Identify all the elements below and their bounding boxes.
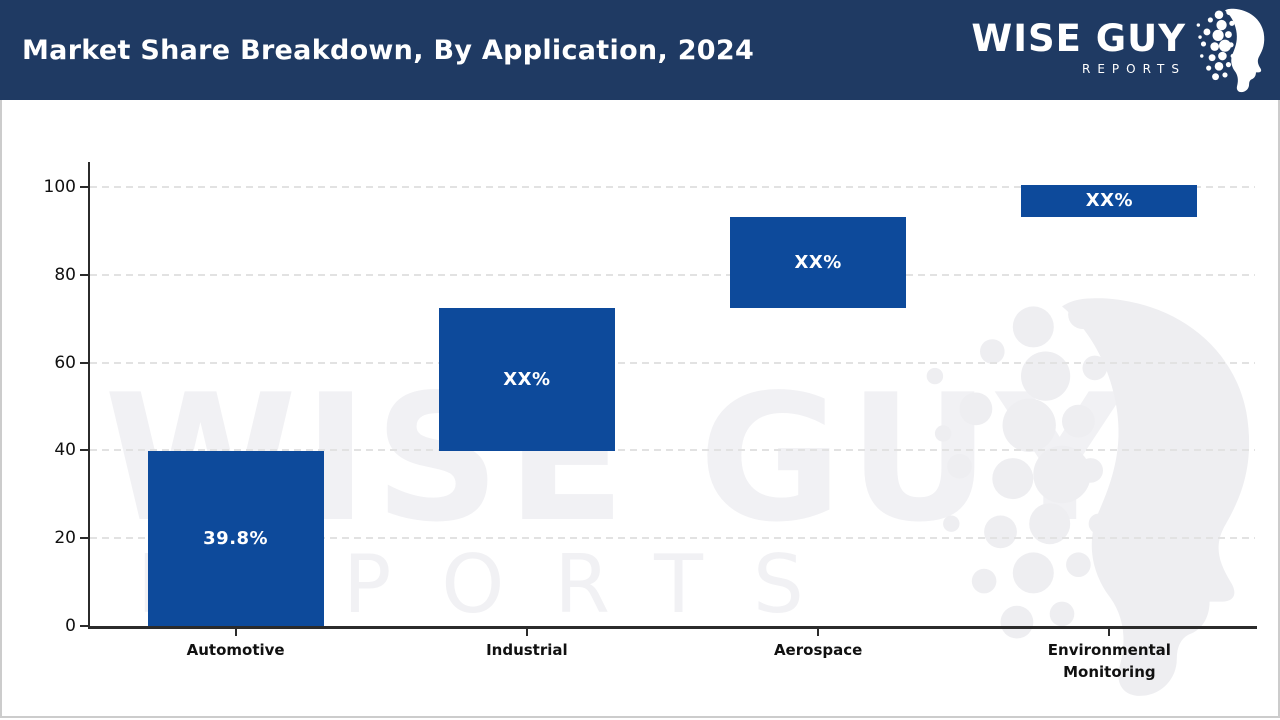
category-label-aerospace: Aerospace [773, 641, 863, 659]
category-label-industrial: Industrial [486, 641, 568, 659]
y-tick-label: 60 [54, 352, 76, 373]
y-tick-label: 80 [54, 264, 76, 285]
page-header: Market Share Breakdown, By Application, … [0, 0, 1280, 100]
y-tick-mark [80, 185, 89, 188]
y-tick-mark [80, 625, 89, 627]
watermark-face-icon [926, 298, 1250, 696]
y-tick-label: 0 [65, 616, 76, 636]
bar-value-label: XX% [794, 252, 842, 274]
y-tick-label: 100 [43, 176, 76, 197]
gridline-80 [90, 273, 1255, 276]
brand-subname: REPORTS [1081, 62, 1186, 76]
x-tick-mark [1108, 629, 1111, 636]
bar-value-label: 39.8% [203, 528, 269, 550]
y-tick-mark [80, 449, 89, 452]
category-label-automotive: Automotive [186, 641, 285, 659]
bar-value-label: XX% [1085, 190, 1134, 212]
bar-environmental-monitoring: XX% [1021, 184, 1198, 218]
brand-wordmark: WISE GUY REPORTS [971, 17, 1186, 77]
brand-logo: WISE GUY REPORTS [971, 6, 1268, 94]
y-tick-mark [80, 361, 89, 364]
bar-value-label: XX% [503, 369, 551, 391]
gridline-60 [90, 361, 1255, 364]
gridline-100 [90, 185, 1255, 188]
chart-card: WISE GUY REPORTS 39.8% XX% XX% XX% 0 20 40 60 8… [0, 100, 1280, 718]
gridline-20 [90, 537, 1255, 540]
bar-industrial: XX% [438, 308, 615, 452]
x-tick-mark [525, 629, 528, 636]
bar-aerospace: XX% [730, 217, 907, 309]
chart-title: Market Share Breakdown, By Application, … [22, 34, 755, 66]
y-tick-label: 20 [54, 528, 76, 549]
bar-automotive: 39.8% [147, 451, 324, 626]
brand-name: WISE GUY [971, 17, 1186, 60]
y-tick-mark [80, 273, 89, 276]
brand-face-icon [1196, 8, 1265, 93]
y-tick-label: 40 [54, 440, 76, 461]
x-axis-line [88, 626, 1257, 629]
x-tick-mark [234, 629, 237, 636]
plot-area: 39.8% XX% XX% XX% [90, 164, 1255, 626]
y-tick-mark [80, 537, 89, 540]
gridline-40 [90, 449, 1255, 452]
x-tick-mark [817, 629, 820, 636]
y-axis-line [88, 162, 90, 628]
category-label-environmental-monitoring: Environmental Monitoring [1047, 641, 1171, 681]
